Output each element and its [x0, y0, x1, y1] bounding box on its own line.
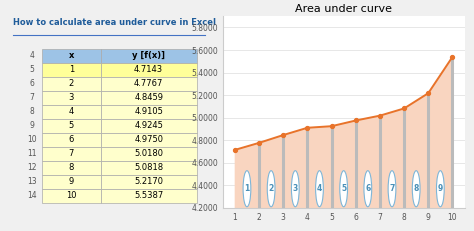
Bar [42, 175, 100, 189]
Bar [100, 119, 197, 133]
Text: 3: 3 [292, 184, 298, 193]
Bar [100, 63, 197, 77]
Text: y [f(x)]: y [f(x)] [132, 52, 165, 61]
Text: 4.9750: 4.9750 [134, 135, 163, 144]
Text: 6: 6 [365, 184, 371, 193]
Text: 12: 12 [27, 163, 36, 172]
Bar [100, 175, 197, 189]
Text: How to calculate area under curve in Excel: How to calculate area under curve in Exc… [13, 18, 216, 27]
Text: 5: 5 [69, 121, 74, 130]
Text: 4.9105: 4.9105 [134, 107, 163, 116]
Circle shape [437, 171, 444, 207]
Bar [100, 147, 197, 161]
Text: 13: 13 [27, 177, 36, 186]
Bar [100, 105, 197, 119]
Text: 1: 1 [69, 65, 74, 74]
Text: 3: 3 [69, 93, 74, 102]
Bar [42, 49, 100, 63]
Bar [42, 63, 100, 77]
Circle shape [388, 171, 396, 207]
Text: 7: 7 [29, 93, 34, 102]
Bar [42, 189, 100, 203]
Bar [100, 77, 197, 91]
Text: 4.7143: 4.7143 [134, 65, 163, 74]
Text: 5: 5 [341, 184, 346, 193]
Bar [42, 105, 100, 119]
Text: 7: 7 [389, 184, 395, 193]
Text: 2: 2 [69, 79, 74, 88]
Bar [42, 119, 100, 133]
Text: 14: 14 [27, 191, 36, 200]
Text: 7: 7 [69, 149, 74, 158]
Text: 9: 9 [438, 184, 443, 193]
Bar [100, 91, 197, 105]
Circle shape [316, 171, 323, 207]
Bar [100, 49, 197, 63]
Text: 4.7767: 4.7767 [134, 79, 164, 88]
Circle shape [340, 171, 347, 207]
Text: 4.8459: 4.8459 [134, 93, 163, 102]
Text: 8: 8 [413, 184, 419, 193]
Text: 10: 10 [66, 191, 77, 200]
Bar [100, 161, 197, 175]
Circle shape [292, 171, 299, 207]
Text: 4.9245: 4.9245 [134, 121, 163, 130]
Bar [42, 133, 100, 147]
Circle shape [412, 171, 420, 207]
Title: Area under curve: Area under curve [295, 4, 392, 14]
Bar [42, 147, 100, 161]
Text: 9: 9 [29, 121, 34, 130]
Text: 5.0818: 5.0818 [134, 163, 163, 172]
Text: 8: 8 [29, 107, 34, 116]
Text: 5.5387: 5.5387 [134, 191, 163, 200]
Text: 6: 6 [69, 135, 74, 144]
Bar [42, 77, 100, 91]
Text: 5.2170: 5.2170 [134, 177, 163, 186]
Text: x: x [69, 52, 74, 61]
Text: 10: 10 [27, 135, 36, 144]
Bar [100, 133, 197, 147]
Text: 4: 4 [317, 184, 322, 193]
Bar [42, 91, 100, 105]
Text: 1: 1 [244, 184, 250, 193]
Text: 5.0180: 5.0180 [134, 149, 163, 158]
Text: 11: 11 [27, 149, 36, 158]
Text: 8: 8 [69, 163, 74, 172]
Circle shape [364, 171, 372, 207]
Text: 4: 4 [69, 107, 74, 116]
Text: 9: 9 [69, 177, 74, 186]
Text: 6: 6 [29, 79, 34, 88]
Bar [100, 189, 197, 203]
Text: 2: 2 [268, 184, 274, 193]
Text: 5: 5 [29, 65, 34, 74]
Circle shape [267, 171, 275, 207]
Text: 4: 4 [29, 52, 34, 61]
Bar [42, 161, 100, 175]
Circle shape [243, 171, 251, 207]
